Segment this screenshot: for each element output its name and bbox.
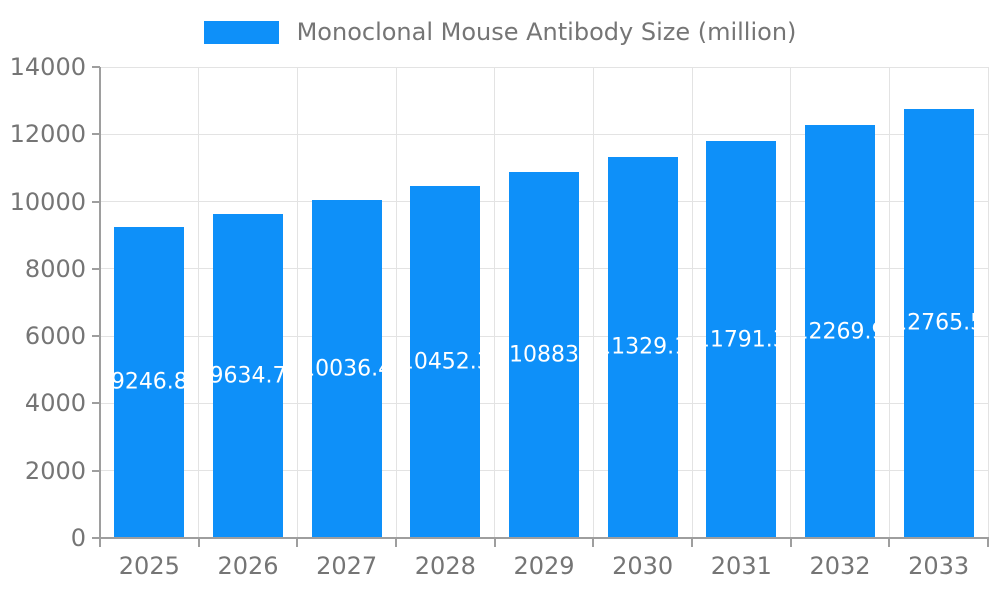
v-gridline — [691, 67, 693, 538]
y-axis-tick — [92, 335, 100, 338]
x-axis-tick — [987, 538, 989, 547]
bar-2033[interactable]: 12765.5 — [903, 108, 974, 538]
bar-value-label: 9246.8 — [114, 369, 185, 395]
bar-value-label: 10883 — [508, 342, 579, 368]
y-axis-line — [99, 67, 101, 547]
v-gridline — [494, 67, 496, 538]
x-axis-tick — [493, 538, 496, 547]
x-axis-tick-label: 2029 — [513, 552, 575, 580]
y-axis-tick-label: 0 — [70, 524, 86, 552]
bar-value-label: 11329.1 — [608, 334, 678, 360]
bar-value-label: 10036.4 — [312, 356, 382, 382]
y-axis-tick-label: 12000 — [9, 120, 86, 149]
x-axis-tick — [197, 538, 200, 547]
x-axis-tick — [296, 538, 299, 547]
bar-2029[interactable]: 10883 — [508, 171, 580, 538]
y-axis-tick — [92, 537, 100, 539]
x-axis-tick-label: 2030 — [612, 552, 674, 580]
bar-2027[interactable]: 10036.4 — [311, 200, 382, 538]
x-axis-tick — [888, 538, 891, 547]
v-gridline — [888, 67, 890, 538]
x-axis-tick-label: 2026 — [217, 552, 279, 580]
x-axis-tick — [592, 538, 595, 547]
plot-area: 9246.8 9634.7 10036.4 10452.3 10883 11329.1 11… — [100, 66, 989, 538]
bar-value-label: 10452.3 — [410, 349, 480, 375]
y-axis-tick-label: 10000 — [9, 187, 86, 216]
y-axis-tick — [92, 402, 100, 405]
y-axis-tick — [92, 469, 100, 472]
bar-2028[interactable]: 10452.3 — [410, 186, 481, 538]
v-gridline — [296, 67, 298, 538]
x-axis-tick-label: 2032 — [809, 552, 871, 580]
bar-value-label: 11791.3 — [706, 327, 776, 353]
x-axis-tick-label: 2033 — [908, 552, 970, 580]
y-axis-tick — [92, 200, 100, 203]
legend-swatch[interactable] — [203, 20, 279, 44]
bar-value-label: 12269.9 — [805, 319, 875, 345]
x-axis-line — [92, 537, 989, 539]
y-axis-tick-label: 6000 — [24, 322, 86, 351]
bar-2031[interactable]: 11791.3 — [706, 141, 777, 538]
x-axis-tick — [99, 538, 101, 547]
y-axis-tick — [92, 133, 100, 136]
x-axis-tick-label: 2031 — [710, 552, 772, 580]
chart-legend: Monoclonal Mouse Antibody Size (million) — [0, 19, 1000, 45]
y-axis-tick-label: 14000 — [9, 53, 86, 81]
bar-value-label: 12765.5 — [904, 310, 974, 336]
x-axis-tick — [691, 538, 693, 547]
x-axis-tick — [395, 538, 397, 547]
h-gridline — [100, 133, 988, 135]
v-gridline — [395, 67, 397, 538]
v-gridline — [790, 67, 792, 538]
y-axis-tick-label: 4000 — [24, 389, 86, 418]
y-axis-tick-label: 2000 — [24, 456, 86, 485]
v-gridline — [987, 67, 989, 538]
x-axis-tick-label: 2028 — [414, 552, 476, 580]
y-axis-tick-label: 8000 — [24, 254, 86, 283]
bar-value-label: 9634.7 — [212, 363, 284, 389]
x-axis-tick-label: 2025 — [118, 552, 180, 580]
v-gridline — [198, 67, 200, 538]
bar-2030[interactable]: 11329.1 — [607, 156, 678, 538]
legend-label[interactable]: Monoclonal Mouse Antibody Size (million) — [296, 18, 797, 46]
v-gridline — [592, 67, 594, 538]
bar-2025[interactable]: 9246.8 — [114, 226, 185, 538]
y-axis-tick — [92, 267, 100, 270]
bar-2026[interactable]: 9634.7 — [212, 213, 284, 538]
h-gridline — [100, 66, 988, 68]
x-axis-tick — [789, 538, 792, 547]
bar-2032[interactable]: 12269.9 — [804, 125, 876, 538]
y-axis-labels: 0 2000 4000 6000 8000 10000 12000 14000 — [0, 0, 86, 600]
x-axis-tick-label: 2027 — [316, 552, 378, 580]
y-axis-tick — [92, 66, 100, 68]
